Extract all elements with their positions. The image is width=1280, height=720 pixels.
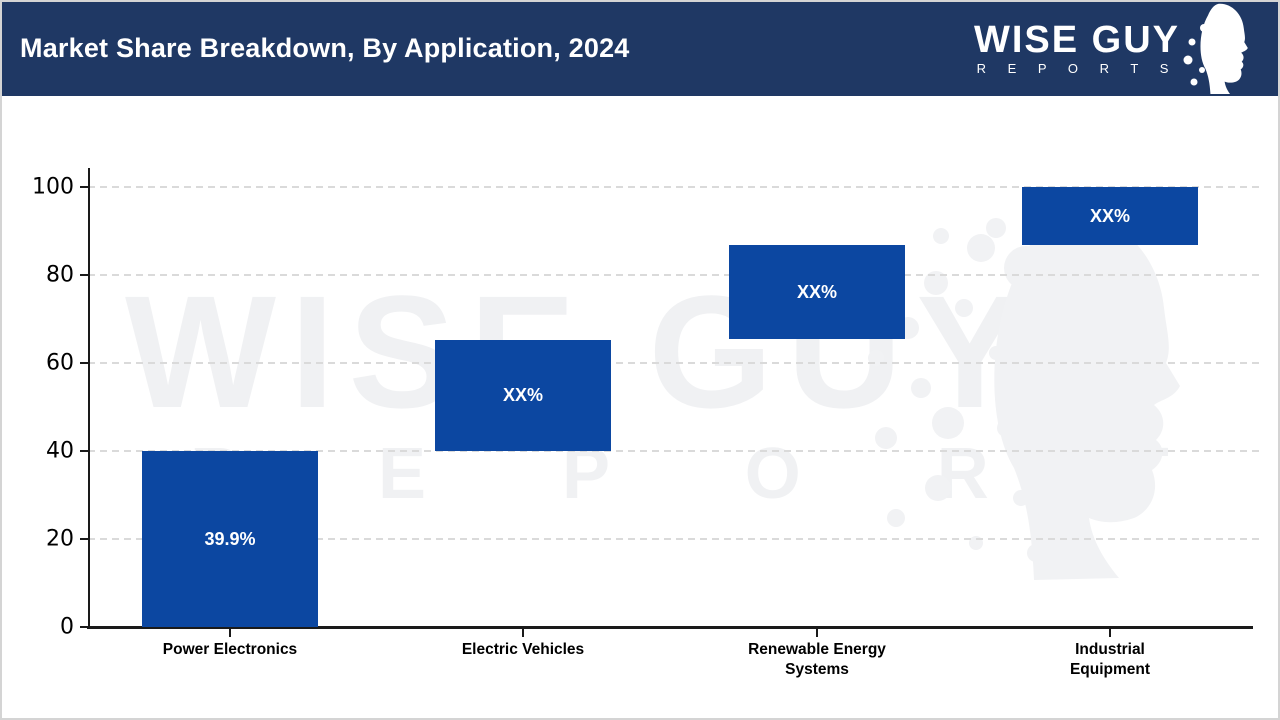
x-tick-mark: [816, 629, 818, 637]
gridline-60: [88, 362, 1264, 364]
category-label-3: Renewable Energy Systems: [748, 641, 886, 679]
brand-name: WISE GUY: [973, 18, 1180, 61]
brand-head-icon: [1183, 3, 1248, 94]
y-tick-mark-0: [80, 626, 88, 628]
x-axis-line: [87, 626, 1253, 629]
y-tick-label-0: 0: [60, 614, 74, 640]
y-tick-mark-100: [80, 186, 88, 188]
brand-logo: WISE GUY R E P O R T S: [974, 2, 1280, 94]
gridline-40: [88, 450, 1264, 452]
y-tick-label-60: 60: [46, 350, 74, 376]
bar-value-label: XX%: [502, 385, 544, 406]
bar-renewable-energy-systems: XX%: [729, 245, 905, 340]
y-tick-label-20: 20: [46, 526, 74, 552]
category-label-1: Power Electronics: [162, 641, 298, 658]
y-tick-label-80: 80: [46, 262, 74, 288]
y-axis-spine: [88, 168, 90, 629]
gridline-100: [88, 186, 1264, 188]
brand-subname: R E P O R T S: [976, 60, 1178, 76]
bar-value-label: 39.9%: [204, 528, 256, 549]
bar-value-label: XX%: [1089, 205, 1131, 226]
x-tick-mark: [229, 629, 231, 637]
bar-industrial-equipment: XX%: [1022, 187, 1198, 246]
header-bar: Market Share Breakdown, By Application, …: [0, 0, 1280, 96]
bar-electric-vehicles: XX%: [435, 340, 611, 452]
chart-title: Market Share Breakdown, By Application, …: [20, 32, 630, 63]
y-tick-mark-40: [80, 450, 88, 452]
y-tick-mark-60: [80, 362, 88, 364]
gridline-80: [88, 274, 1264, 276]
bar-value-label: XX%: [796, 281, 838, 302]
category-label-4: Industrial Equipment: [1069, 641, 1151, 679]
x-tick-mark: [522, 629, 524, 637]
brand-logo-text: WISE GUY R E P O R T S: [974, 21, 1180, 76]
bar-power-electronics: 39.9%: [142, 451, 318, 627]
y-tick-mark-80: [80, 274, 88, 276]
y-tick-mark-20: [80, 538, 88, 540]
category-label-2: Electric Vehicles: [461, 641, 585, 658]
y-tick-label-100: 100: [32, 174, 74, 200]
y-tick-label-40: 40: [46, 438, 74, 464]
gridline-20: [88, 538, 1264, 540]
x-tick-mark: [1109, 629, 1111, 637]
